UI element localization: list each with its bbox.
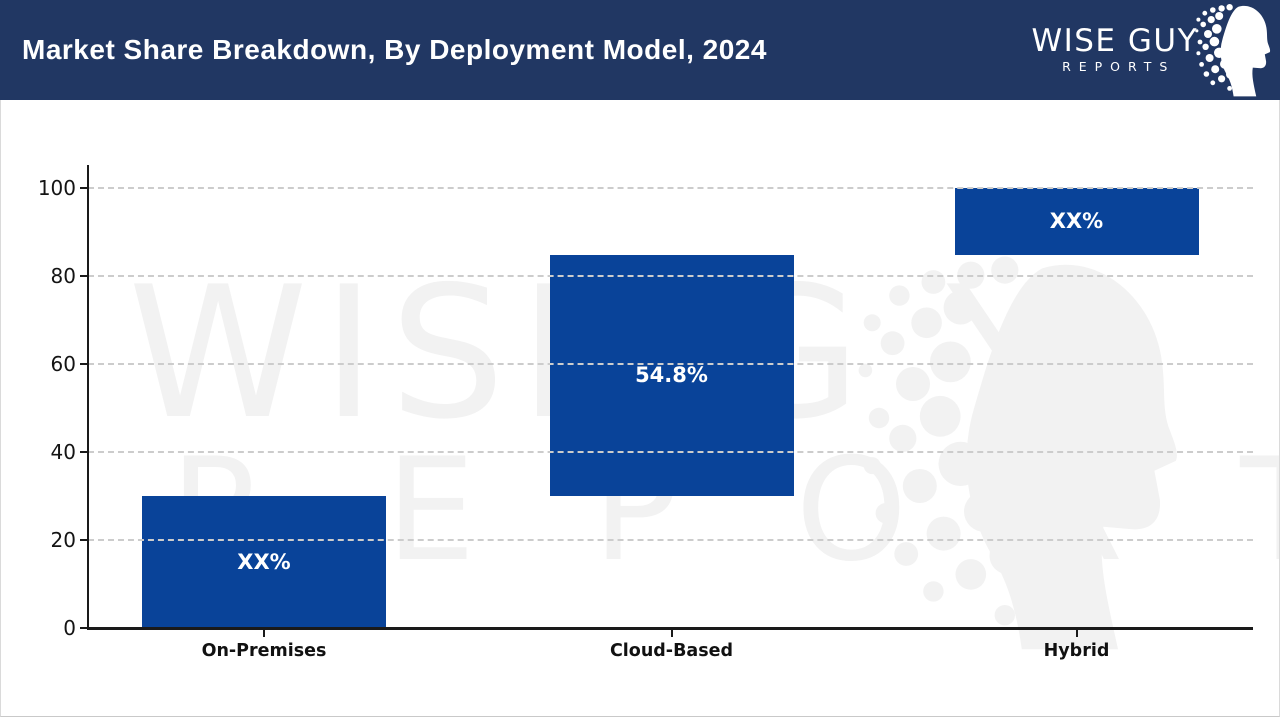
logo-reports-label: REPORTS [1062,59,1176,75]
wise-guy-reports-logo: WISE GUY REPORTS [1031,2,1272,98]
logo-wiseguy-label: WISE GUY [1031,23,1198,60]
bar-value-label: XX% [1049,209,1104,234]
y-tick-label-100: 100 [37,176,76,200]
y-tick-mark-100 [80,187,87,189]
y-tick-mark-40 [80,451,87,453]
logo-face-dots-icon [1195,4,1271,97]
y-tick-label-60: 60 [50,352,76,376]
y-tick-label-20: 20 [50,528,76,552]
x-axis-line [88,627,1253,630]
chart-title: Market Share Breakdown, By Deployment Mo… [22,34,767,65]
y-tick-label-0: 0 [63,616,76,640]
bar-on-premises [142,496,386,628]
x-tick-mark [670,629,673,637]
bar-value-label: XX% [237,550,291,574]
y-tick-mark-0 [80,627,87,629]
logo-text: WISE GUY REPORTS [1031,26,1198,74]
y-tick-mark-60 [80,363,87,365]
x-category-label-on-premises: On-Premises [201,641,327,661]
bar-cloud-based [549,254,794,496]
grid-line-60 [88,363,1253,365]
x-category-label-hybrid: Hybrid [1043,641,1110,661]
bar-value-label: 54.8% [635,363,708,388]
x-category-label-cloud-based: Cloud-Based [609,641,734,661]
bar-hybrid [954,188,1199,255]
x-tick-mark [1075,629,1078,637]
x-tick-mark [263,629,265,637]
grid-line-100 [88,187,1253,189]
header-bar: Market Share Breakdown, By Deployment Mo… [0,0,1280,100]
y-tick-mark-20 [80,539,87,541]
grid-line-80 [88,275,1253,277]
y-axis-line [87,165,89,630]
y-tick-label-80: 80 [50,264,76,288]
grid-line-40 [88,451,1253,453]
grid-line-20 [88,539,1253,541]
y-tick-mark-80 [80,275,87,277]
y-tick-label-40: 40 [50,440,76,464]
